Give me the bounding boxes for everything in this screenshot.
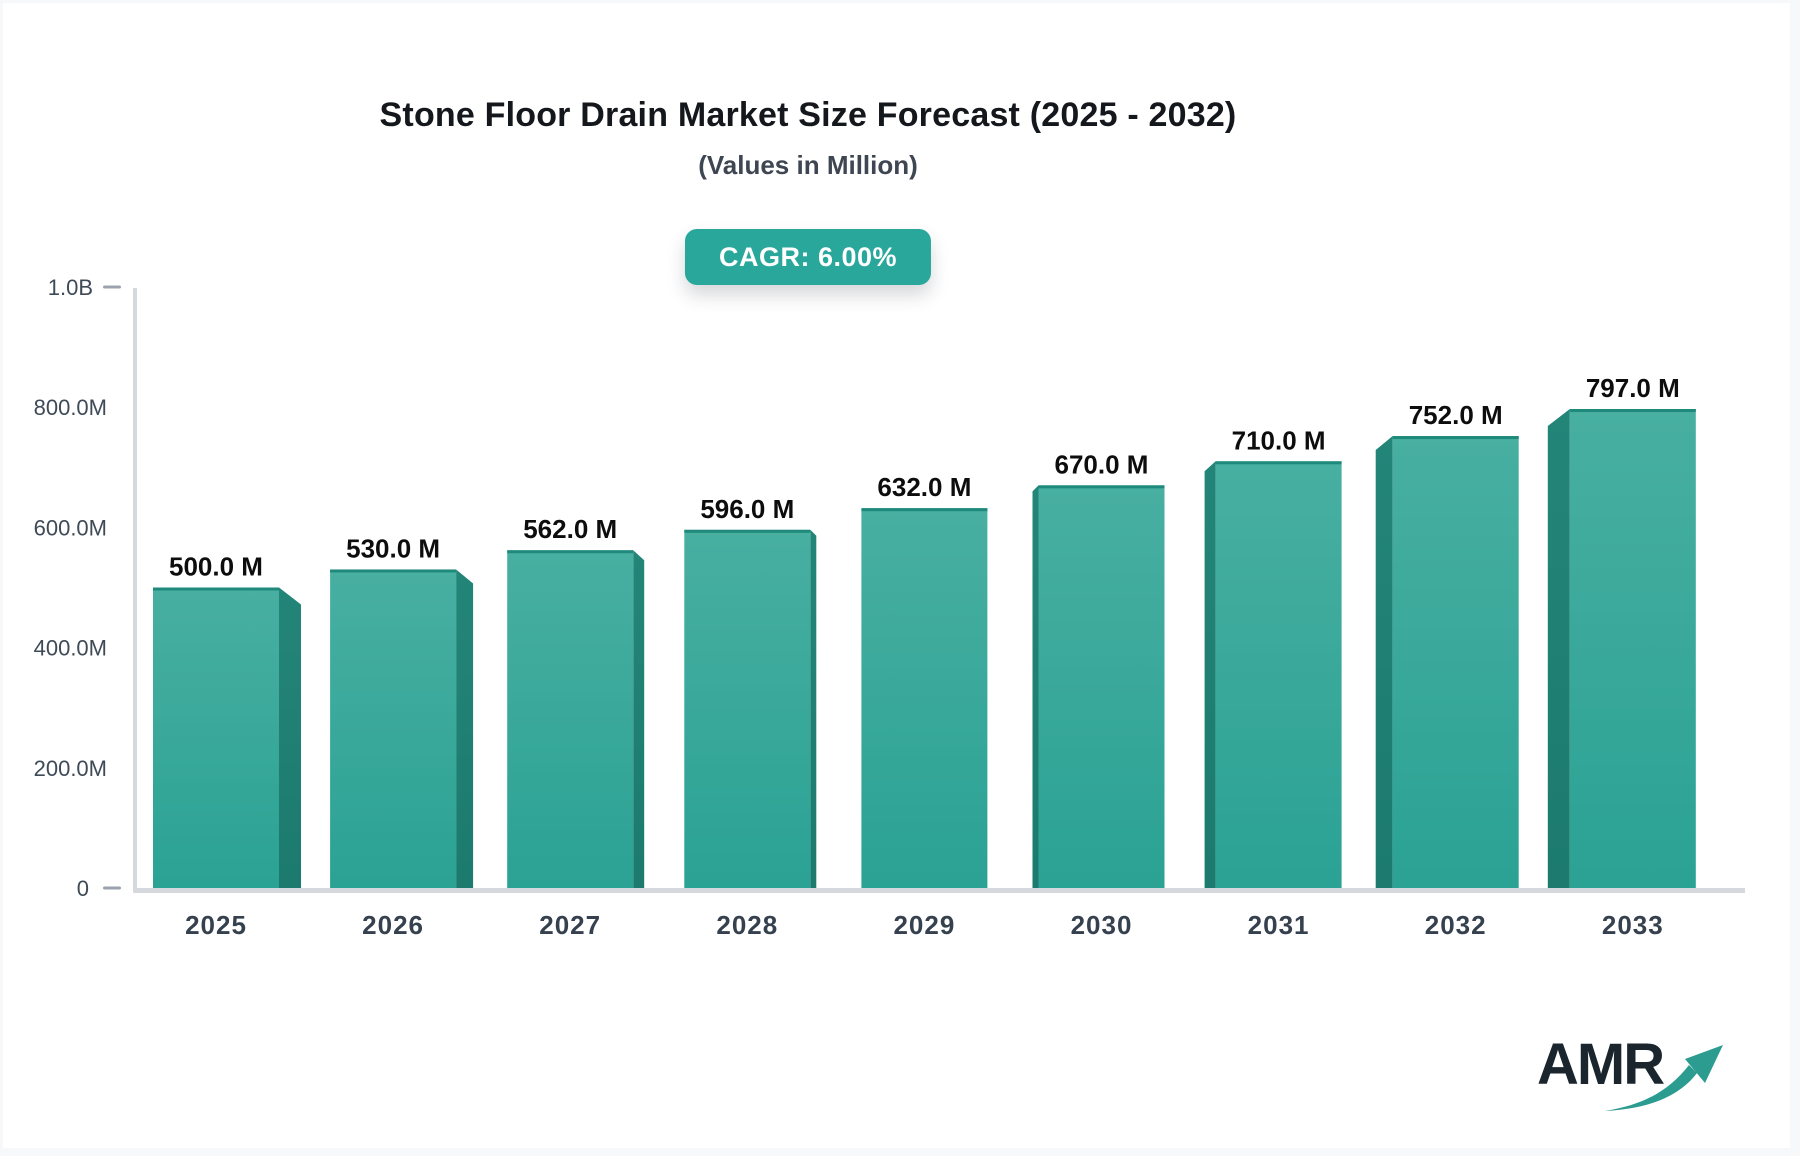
bar-face (507, 550, 634, 891)
bar-top-edge (1038, 485, 1165, 489)
x-axis-label: 2029 (893, 910, 955, 940)
bar-side-face (279, 587, 301, 891)
y-axis-label: 1.0B (48, 275, 93, 300)
x-axis-label: 2025 (185, 910, 247, 940)
x-axis-label: 2030 (1071, 910, 1133, 940)
bar-group-2033: 797.0 M (1547, 373, 1696, 891)
chart-card: Stone Floor Drain Market Size Forecast (… (3, 3, 1790, 1148)
bar-value-label: 710.0 M (1232, 425, 1326, 455)
bar-chart: 1.0B 800.0M 600.0M 400.0M 200.0M 0 500.0 M 530.… (34, 275, 1745, 940)
bar-side-face (1204, 461, 1216, 891)
bar-face (684, 529, 811, 891)
bar-group-2030: 670.0 M (1032, 449, 1165, 891)
x-axis-label: 2031 (1248, 910, 1310, 940)
bar-top-edge (684, 529, 811, 533)
bar-face (1392, 436, 1519, 891)
bar-face (1215, 461, 1342, 891)
y-tick-dash (103, 285, 121, 289)
bar-top-edge (507, 550, 634, 554)
bar-side-face (810, 529, 817, 891)
chart-subtitle: (Values in Million) (698, 150, 918, 180)
bar-face (330, 569, 457, 891)
y-axis-label: 600.0M (34, 515, 107, 540)
y-axis-label: 0 (77, 876, 89, 901)
bar-value-label: 632.0 M (877, 472, 971, 502)
bar-face (1569, 409, 1696, 891)
growth-arrow-icon (1605, 1045, 1723, 1111)
bar-top-edge (1569, 409, 1696, 413)
bar-side-face (1032, 485, 1039, 891)
bar-side-face (456, 569, 474, 891)
bar-value-label: 670.0 M (1055, 449, 1149, 479)
bar-top-edge (1215, 461, 1342, 465)
bar-value-label: 500.0 M (169, 552, 263, 582)
x-axis-label: 2028 (716, 910, 778, 940)
bar-group-2025: 500.0 M (153, 552, 301, 891)
bar-group-2029: 632.0 M (861, 472, 988, 891)
bar-value-label: 596.0 M (700, 494, 794, 524)
bar-face (1038, 485, 1165, 891)
bar-top-edge (153, 587, 279, 591)
bar-group-2026: 530.0 M (330, 533, 474, 891)
x-axis-label: 2032 (1425, 910, 1487, 940)
bar-face (153, 587, 279, 891)
bar-group-2027: 562.0 M (507, 514, 645, 891)
y-axis-label: 400.0M (34, 636, 107, 661)
cagr-badge-label: CAGR: 6.00% (718, 241, 898, 272)
bar-top-edge (330, 569, 457, 573)
bar-top-edge (861, 508, 988, 512)
bar-face (861, 508, 988, 891)
x-axis-line (133, 888, 1745, 893)
bar-value-label: 752.0 M (1409, 400, 1503, 430)
chart-title: Stone Floor Drain Market Size Forecast (… (379, 96, 1237, 134)
cagr-badge: CAGR: 6.00% (684, 229, 932, 285)
bar-group-2032: 752.0 M (1375, 400, 1519, 891)
bar-group-2028: 596.0 M (684, 494, 817, 891)
y-axis-label: 200.0M (34, 756, 107, 781)
x-axis-label: 2027 (539, 910, 601, 940)
bar-value-label: 530.0 M (346, 533, 440, 563)
bar-side-face (633, 550, 645, 891)
amr-logo: AMR (1537, 1031, 1767, 1131)
y-axis-label: 800.0M (34, 395, 107, 420)
y-tick-dash (103, 886, 121, 890)
bar-side-face (1375, 436, 1393, 891)
bar-value-label: 562.0 M (523, 514, 617, 544)
amr-logo-text: AMR (1537, 1032, 1665, 1097)
bar-top-edge (1392, 436, 1519, 440)
bar-side-face (1547, 409, 1570, 891)
x-axis-label: 2026 (362, 910, 424, 940)
y-axis-line (133, 288, 137, 893)
x-axis-label: 2033 (1602, 910, 1664, 940)
bar-value-label: 797.0 M (1586, 373, 1680, 403)
bar-group-2031: 710.0 M (1204, 425, 1342, 891)
